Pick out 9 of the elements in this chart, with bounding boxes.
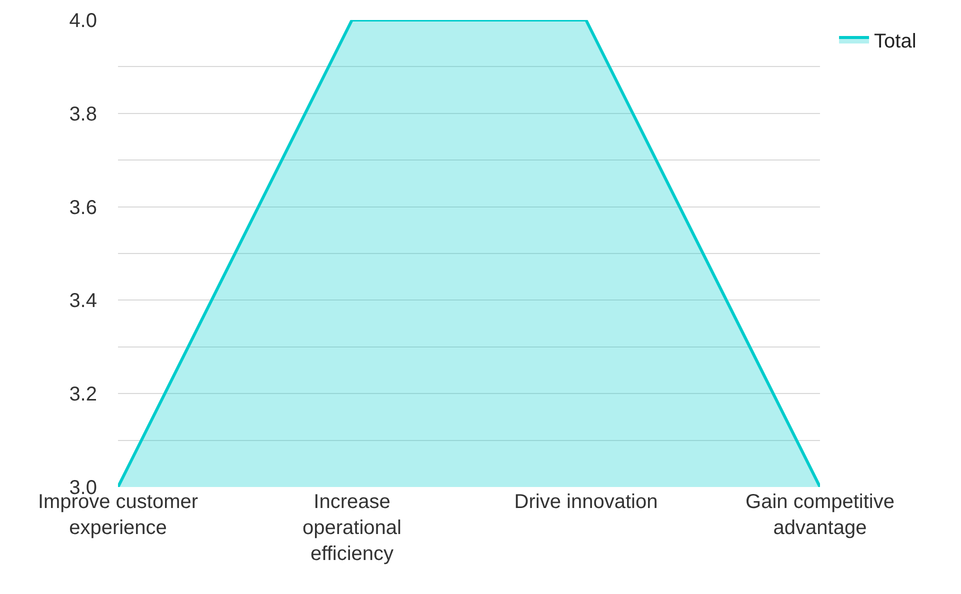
y-tick-label: 3.4 bbox=[69, 290, 97, 312]
legend-label: Total bbox=[874, 30, 916, 52]
x-tick-label: Drive innovation bbox=[514, 491, 658, 513]
y-tick-label: 3.2 bbox=[69, 384, 97, 406]
y-tick-label: 3.8 bbox=[69, 103, 97, 126]
x-tick-label: Gain competitive advantage bbox=[746, 491, 894, 539]
x-tick-label: Increase operational efficiency bbox=[302, 491, 402, 565]
y-tick-label: 3.6 bbox=[69, 196, 97, 219]
y-tick-label: 4.0 bbox=[69, 10, 97, 32]
